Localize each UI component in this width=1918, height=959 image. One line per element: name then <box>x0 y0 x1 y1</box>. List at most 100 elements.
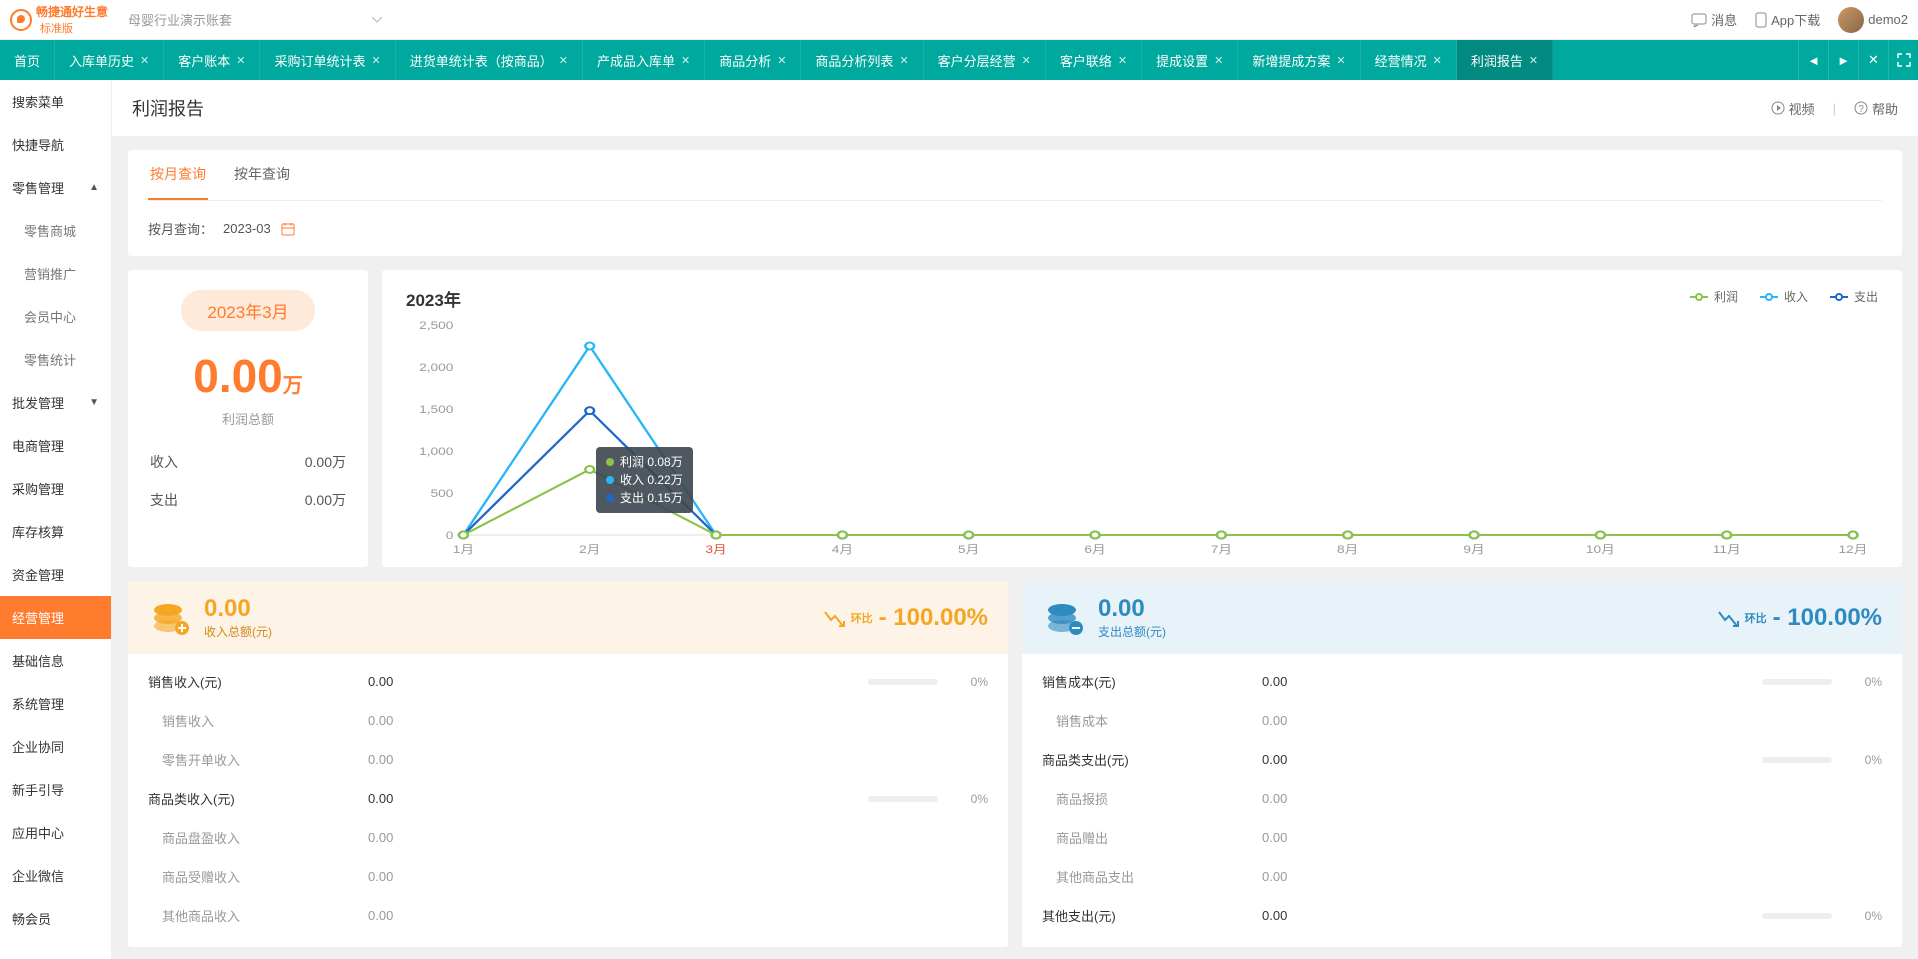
expense-panel: 0.00支出总额(元)环比- 100.00%销售成本(元)0.000%销售成本0… <box>1022 581 1902 947</box>
close-icon[interactable]: ✕ <box>1336 54 1345 67</box>
tabs-fullscreen[interactable] <box>1888 40 1918 80</box>
close-icon[interactable]: ✕ <box>899 54 908 67</box>
account-selector[interactable]: 母婴行业演示账套 <box>128 10 382 29</box>
svg-text:10月: 10月 <box>1586 543 1615 555</box>
tab-商品分析[interactable]: 商品分析✕ <box>705 40 801 80</box>
close-icon[interactable]: ✕ <box>777 54 786 67</box>
close-icon[interactable]: ✕ <box>1214 54 1223 67</box>
query-month-value[interactable]: 2023-03 <box>223 221 271 236</box>
expense-label: 支出 <box>150 490 178 510</box>
sidebar-item-零售管理[interactable]: 零售管理▲ <box>0 166 111 209</box>
tab-by-month[interactable]: 按月查询 <box>148 150 208 200</box>
sidebar-item-新手引导[interactable]: 新手引导 <box>0 768 111 811</box>
user-menu[interactable]: demo2 <box>1838 7 1908 33</box>
message-icon <box>1691 13 1707 27</box>
sidebar-item-库存核算[interactable]: 库存核算 <box>0 510 111 553</box>
page-header: 利润报告 视频 | ? 帮助 <box>112 80 1918 136</box>
sidebar-item-采购管理[interactable]: 采购管理 <box>0 467 111 510</box>
tabs-close-all[interactable]: ✕ <box>1858 40 1888 80</box>
sidebar-item-畅会员[interactable]: 畅会员 <box>0 897 111 940</box>
messages-button[interactable]: 消息 <box>1691 10 1737 29</box>
close-icon[interactable]: ✕ <box>1118 54 1127 67</box>
data-row: 商品盘盈收入0.00 <box>148 818 988 857</box>
data-row: 其他商品支出0.00 <box>1042 857 1882 896</box>
brand-edition: 标准版 <box>40 20 108 36</box>
legend-item[interactable]: 收入 <box>1760 288 1808 305</box>
sidebar-item-搜索菜单[interactable]: 搜索菜单 <box>0 80 111 123</box>
profit-total-label: 利润总额 <box>146 409 350 428</box>
coins-icon <box>148 596 192 640</box>
calendar-icon[interactable] <box>281 222 295 236</box>
sidebar-item-基础信息[interactable]: 基础信息 <box>0 639 111 682</box>
sidebar-item-零售统计[interactable]: 零售统计 <box>0 338 111 381</box>
svg-text:6月: 6月 <box>1084 543 1105 555</box>
svg-text:7月: 7月 <box>1211 543 1232 555</box>
tab-经营情况[interactable]: 经营情况✕ <box>1361 40 1457 80</box>
sidebar-item-快捷导航[interactable]: 快捷导航 <box>0 123 111 166</box>
close-icon[interactable]: ✕ <box>681 54 690 67</box>
svg-text:1,500: 1,500 <box>419 403 453 415</box>
sidebar-item-企业协同[interactable]: 企业协同 <box>0 725 111 768</box>
sidebar-item-经营管理[interactable]: 经营管理 <box>0 596 111 639</box>
close-icon[interactable]: ✕ <box>372 54 381 67</box>
legend-marker-icon <box>1760 293 1778 301</box>
legend-item[interactable]: 利润 <box>1690 288 1738 305</box>
svg-text:5月: 5月 <box>958 543 979 555</box>
tab-客户联络[interactable]: 客户联络✕ <box>1046 40 1142 80</box>
tab-产成品入库单[interactable]: 产成品入库单✕ <box>583 40 705 80</box>
svg-text:1月: 1月 <box>453 543 474 555</box>
play-icon <box>1771 101 1785 115</box>
tabs-scroll-right[interactable]: ► <box>1828 40 1858 80</box>
tab-客户分层经营[interactable]: 客户分层经营✕ <box>924 40 1046 80</box>
legend-item[interactable]: 支出 <box>1830 288 1878 305</box>
sidebar-item-资金管理[interactable]: 资金管理 <box>0 553 111 596</box>
panel-total-value: 0.00 <box>204 595 272 623</box>
close-icon[interactable]: ✕ <box>1433 54 1442 67</box>
sidebar-item-电商管理[interactable]: 电商管理 <box>0 424 111 467</box>
chart-card: 2023年 利润收入支出 2,5002,0001,5001,00050001月2… <box>382 270 1902 567</box>
svg-text:3月: 3月 <box>705 543 726 555</box>
close-icon[interactable]: ✕ <box>1022 54 1031 67</box>
query-card: 按月查询 按年查询 按月查询： 2023-03 <box>128 150 1902 256</box>
tab-客户账本[interactable]: 客户账本✕ <box>164 40 260 80</box>
close-icon[interactable]: ✕ <box>1529 54 1538 67</box>
panel-header: 0.00支出总额(元)环比- 100.00% <box>1022 581 1902 654</box>
sidebar-item-批发管理[interactable]: 批发管理▼ <box>0 381 111 424</box>
sidebar-item-系统管理[interactable]: 系统管理 <box>0 682 111 725</box>
tab-利润报告[interactable]: 利润报告✕ <box>1457 40 1553 80</box>
panel-total-label: 支出总额(元) <box>1098 623 1166 640</box>
chevron-down-icon <box>372 17 382 23</box>
video-link[interactable]: 视频 <box>1771 99 1815 118</box>
sidebar-item-营销推广[interactable]: 营销推广 <box>0 252 111 295</box>
sidebar-item-零售商城[interactable]: 零售商城 <box>0 209 111 252</box>
svg-text:9月: 9月 <box>1463 543 1484 555</box>
svg-text:8月: 8月 <box>1337 543 1358 555</box>
tab-提成设置[interactable]: 提成设置✕ <box>1142 40 1238 80</box>
hb-label: 环比 <box>851 610 873 626</box>
close-icon[interactable]: ✕ <box>559 54 568 67</box>
page-title: 利润报告 <box>132 95 204 121</box>
tab-入库单历史[interactable]: 入库单历史✕ <box>55 40 164 80</box>
app-download-button[interactable]: App下载 <box>1755 10 1820 29</box>
progress-bar <box>868 796 938 802</box>
sidebar-item-企业微信[interactable]: 企业微信 <box>0 854 111 897</box>
data-row: 销售收入(元)0.000% <box>148 662 988 701</box>
tab-by-year[interactable]: 按年查询 <box>232 150 292 200</box>
tab-进货单统计表（按商品）[interactable]: 进货单统计表（按商品）✕ <box>396 40 583 80</box>
sidebar-item-会员中心[interactable]: 会员中心 <box>0 295 111 338</box>
close-icon[interactable]: ✕ <box>236 54 245 67</box>
sidebar-item-应用中心[interactable]: 应用中心 <box>0 811 111 854</box>
coins-icon <box>1042 596 1086 640</box>
tab-新增提成方案[interactable]: 新增提成方案✕ <box>1238 40 1360 80</box>
panel-header: 0.00收入总额(元)环比- 100.00% <box>128 581 1008 654</box>
tabs-scroll-left[interactable]: ◄ <box>1798 40 1828 80</box>
caret-icon: ▲ <box>89 182 99 193</box>
tab-首页[interactable]: 首页 <box>0 40 55 80</box>
close-icon[interactable]: ✕ <box>140 54 149 67</box>
tab-商品分析列表[interactable]: 商品分析列表✕ <box>801 40 923 80</box>
brand-name: 畅捷通好生意 <box>36 3 108 20</box>
help-link[interactable]: ? 帮助 <box>1854 99 1898 118</box>
trend-down-icon <box>823 609 845 627</box>
tab-采购订单统计表[interactable]: 采购订单统计表✕ <box>260 40 395 80</box>
panel-total-label: 收入总额(元) <box>204 623 272 640</box>
